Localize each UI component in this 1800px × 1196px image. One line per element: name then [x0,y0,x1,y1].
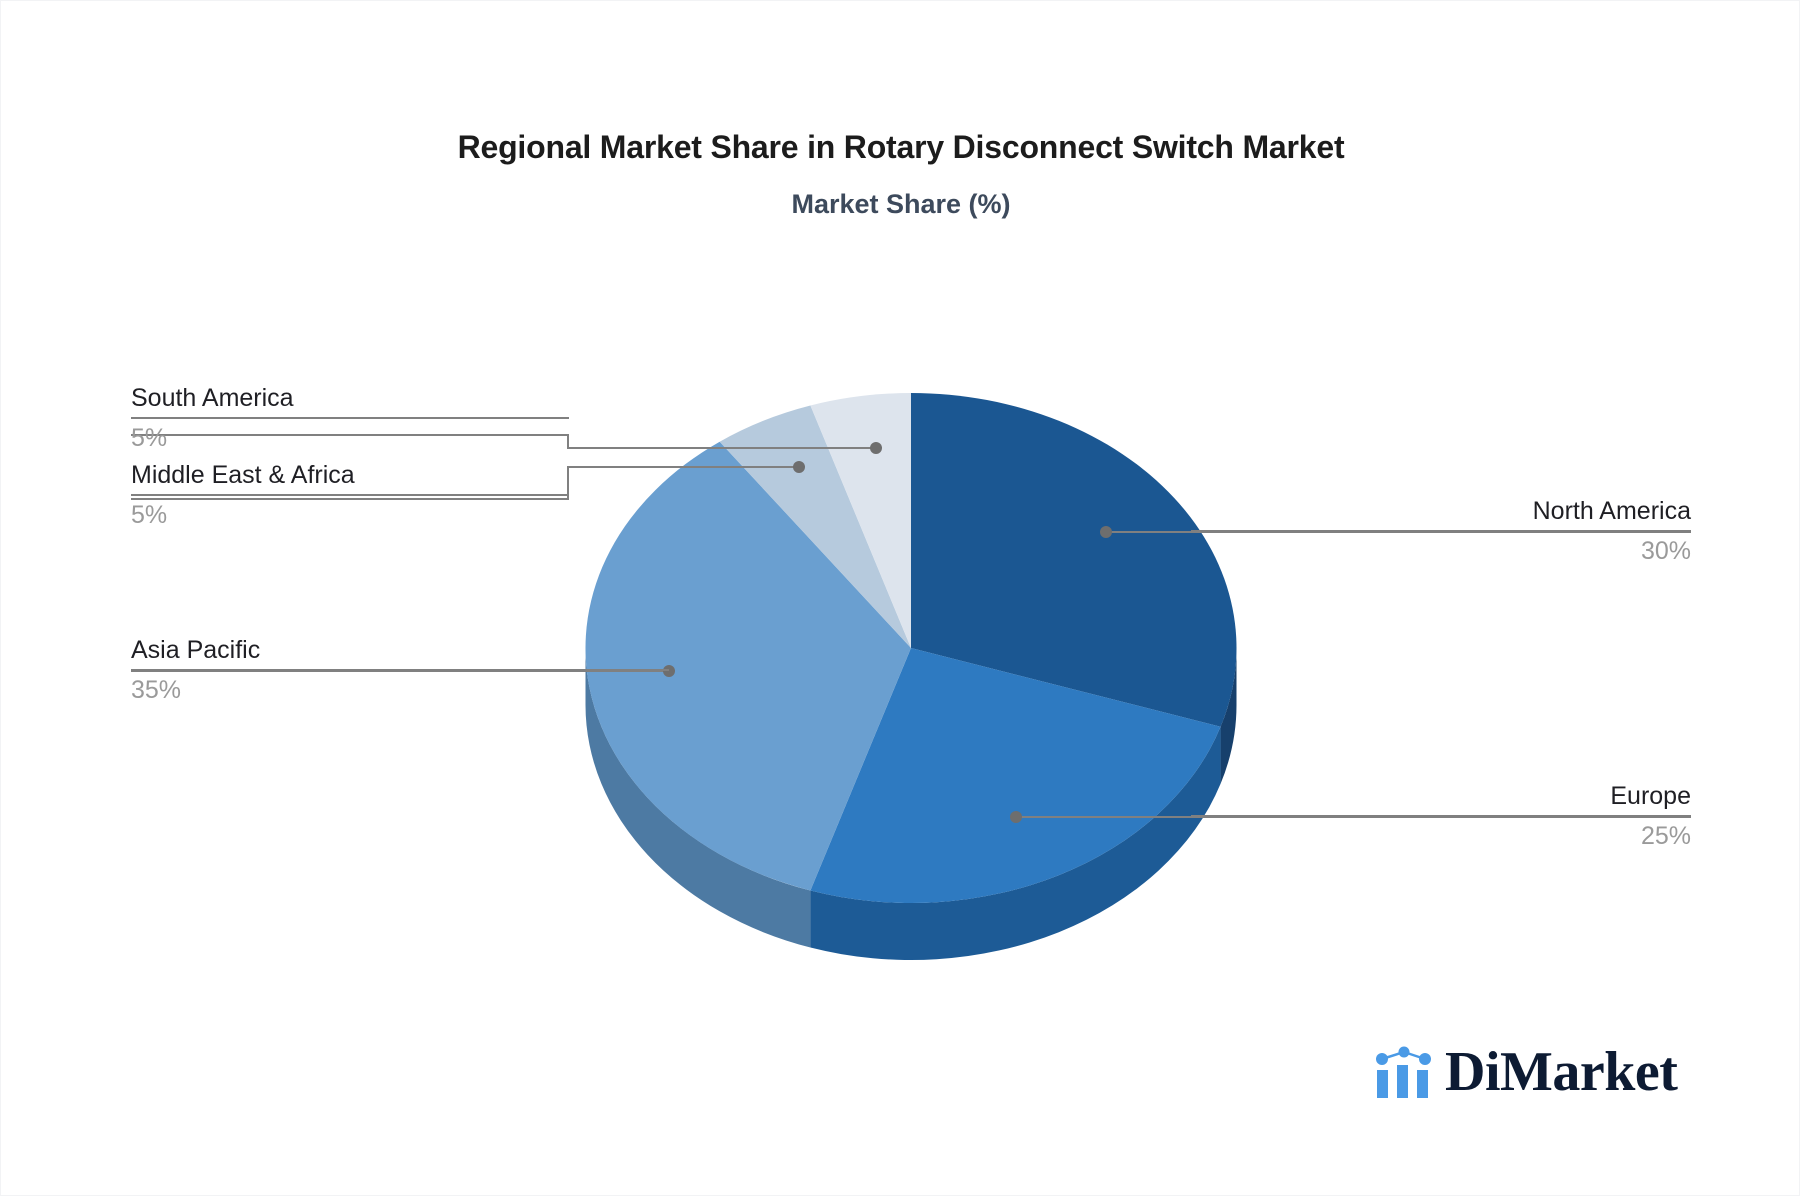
callout-europe[interactable]: Europe 25% [1191,781,1691,852]
brand-logo[interactable]: DiMarket [1373,1041,1678,1103]
callout-value-asia-pacific: 35% [131,676,182,704]
callout-label-south-america: South America [131,384,294,412]
callout-rule-asia-pacific [131,669,669,671]
callout-value-south-america: 5% [131,424,168,452]
callout-value-middle-east-africa: 5% [131,501,168,529]
callout-asia-pacific[interactable]: Asia Pacific 35% [131,635,669,706]
bar-chart-icon [1376,1046,1431,1098]
pie-slice-south-america[interactable] [810,393,911,648]
pie-chart [576,361,1246,1021]
callout-rule-south-america [131,417,569,419]
callout-middle-east-africa[interactable]: Middle East & Africa 5% [131,460,569,531]
callout-label-middle-east-africa: Middle East & Africa [131,461,355,489]
callout-value-north-america: 30% [1640,537,1691,565]
callout-rule-middle-east-africa [131,494,569,496]
brand-logo-text: DiMarket [1445,1041,1678,1103]
callout-north-america[interactable]: North America 30% [1191,496,1691,567]
callout-rule-europe [1191,815,1691,817]
pie-side-asia-pacific [585,648,811,948]
callout-south-america[interactable]: South America 5% [131,383,569,454]
callout-rule-north-america [1191,530,1691,532]
pie-slice-europe[interactable] [810,648,1221,903]
chart-subtitle: Market Share (%) [791,189,1011,219]
pie-side-europe [810,726,1221,961]
callout-label-asia-pacific: Asia Pacific [131,636,261,664]
pie-slice-north-america[interactable] [911,393,1237,727]
pie-svg [585,393,1237,961]
callout-value-europe: 25% [1640,822,1691,850]
pie-slice-asia-pacific[interactable] [585,441,911,891]
pie-side-north-america [1220,648,1237,784]
pie-top-face [585,393,1237,903]
callout-label-europe: Europe [1610,782,1691,810]
chart-title: Regional Market Share in Rotary Disconne… [457,129,1345,165]
callout-label-north-america: North America [1532,497,1691,525]
pie-3d-side-walls [585,648,1237,961]
